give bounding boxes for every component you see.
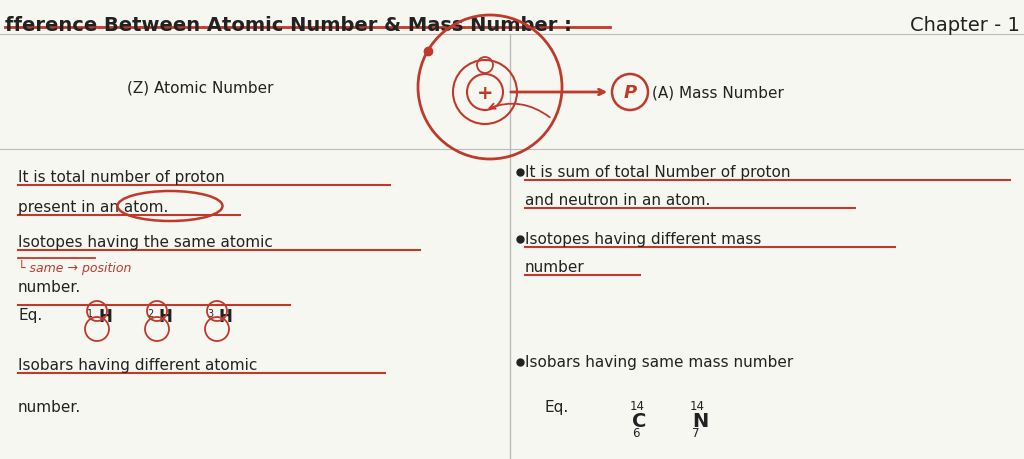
Text: present in an atom.: present in an atom. — [18, 200, 168, 214]
Text: It is sum of total Number of proton: It is sum of total Number of proton — [525, 165, 791, 179]
Text: Isobars having same mass number: Isobars having same mass number — [525, 354, 794, 369]
Text: 1: 1 — [87, 308, 93, 318]
Text: Isobars having different atomic: Isobars having different atomic — [18, 357, 257, 372]
Text: Isotopes having the same atomic: Isotopes having the same atomic — [18, 235, 272, 249]
Text: (A) Mass Number: (A) Mass Number — [652, 85, 784, 100]
Text: number.: number. — [18, 280, 81, 294]
Text: P: P — [624, 84, 637, 102]
Text: N: N — [692, 411, 709, 430]
Text: Isotopes having different mass: Isotopes having different mass — [525, 231, 762, 246]
Text: Eq.: Eq. — [545, 399, 569, 414]
Text: H: H — [159, 308, 173, 325]
Text: Eq.: Eq. — [18, 308, 42, 322]
Text: └ same → position: └ same → position — [18, 259, 131, 274]
Text: Chapter - 1: Chapter - 1 — [910, 16, 1020, 35]
Text: (Z) Atomic Number: (Z) Atomic Number — [127, 80, 273, 95]
Text: and neutron in an atom.: and neutron in an atom. — [525, 193, 711, 207]
Text: H: H — [99, 308, 113, 325]
Text: 2: 2 — [147, 308, 154, 318]
Text: 14: 14 — [690, 399, 705, 412]
Text: It is total number of proton: It is total number of proton — [18, 170, 224, 185]
Text: 3: 3 — [207, 308, 213, 318]
Text: H: H — [219, 308, 232, 325]
Text: C: C — [632, 411, 646, 430]
Text: +: + — [477, 84, 494, 102]
Text: 6: 6 — [632, 426, 640, 439]
Text: number.: number. — [18, 399, 81, 414]
Text: fference Between Atomic Number & Mass Number :: fference Between Atomic Number & Mass Nu… — [5, 16, 571, 35]
Text: number: number — [525, 259, 585, 274]
Text: 7: 7 — [692, 426, 699, 439]
Text: 14: 14 — [630, 399, 645, 412]
